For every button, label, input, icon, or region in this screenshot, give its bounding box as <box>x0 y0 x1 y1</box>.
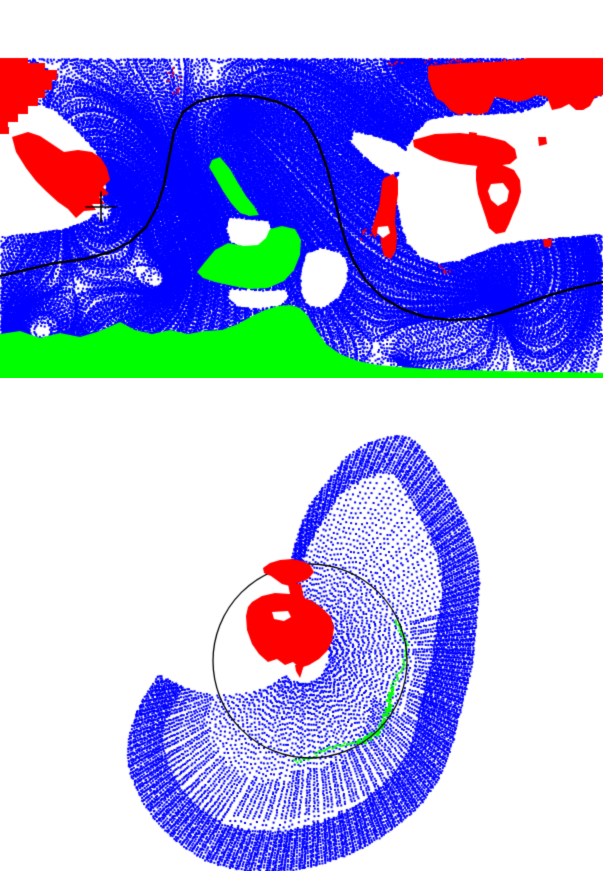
panel-shell-projection <box>0 378 603 871</box>
panel-map-projection <box>0 0 603 378</box>
map-projection-canvas <box>0 0 603 378</box>
shell-projection-canvas <box>0 378 603 871</box>
